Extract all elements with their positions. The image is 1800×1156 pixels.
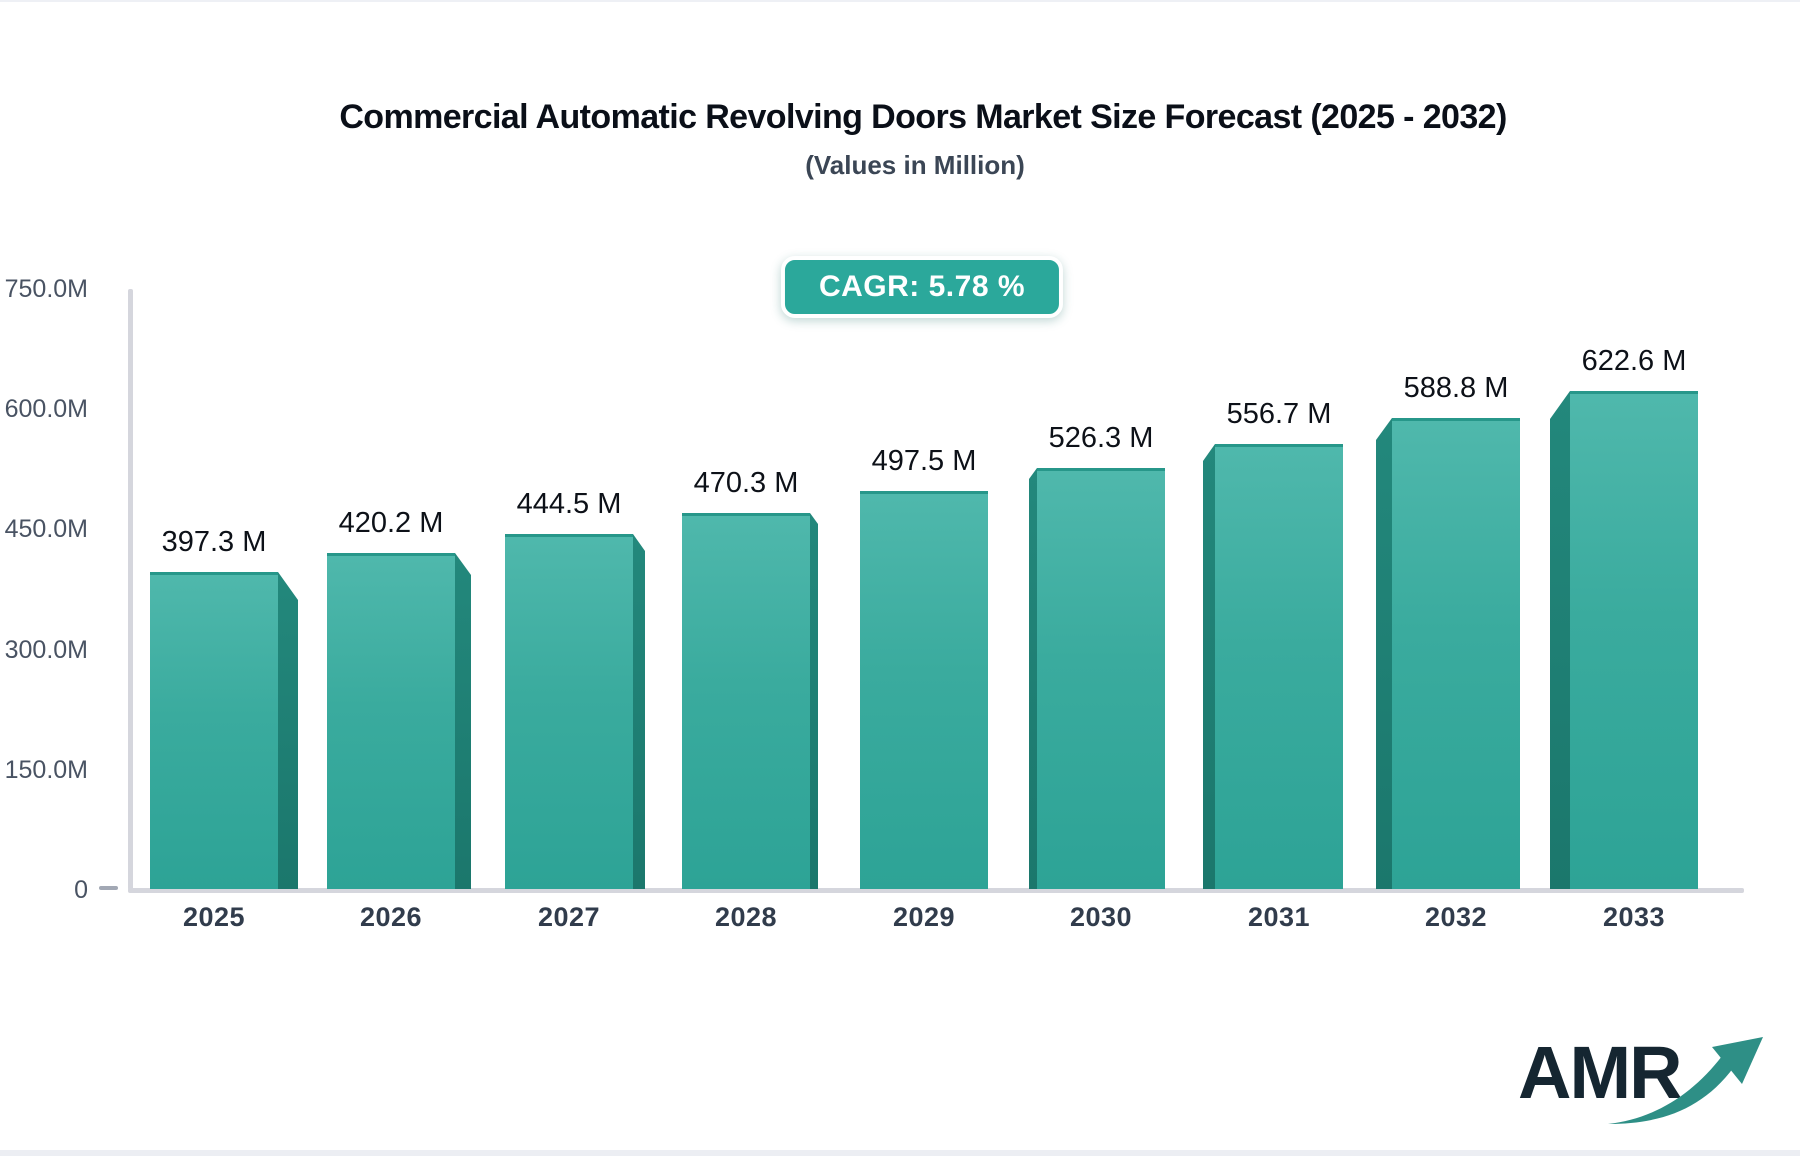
bar-2030 bbox=[1029, 468, 1165, 889]
bar-side-face bbox=[1203, 444, 1215, 889]
y-tick-label: 0 bbox=[74, 876, 88, 904]
bar-value-label: 470.3 M bbox=[693, 467, 799, 499]
x-axis-line bbox=[128, 888, 1744, 893]
y-tick-label: 450.0M bbox=[4, 515, 88, 543]
bar-side-face bbox=[1550, 391, 1570, 889]
y-tick-label: 750.0M bbox=[4, 275, 88, 303]
bar-2033 bbox=[1550, 391, 1698, 889]
bar-side-face bbox=[278, 572, 298, 889]
cagr-badge: CAGR: 5.78 % bbox=[780, 256, 1064, 318]
x-axis-label: 2025 bbox=[182, 902, 246, 932]
y-tick-label: 300.0M bbox=[4, 636, 88, 664]
y-tick-label: 150.0M bbox=[4, 756, 88, 784]
amr-logo: AMR bbox=[1516, 1020, 1780, 1138]
bar-value-label: 497.5 M bbox=[871, 445, 977, 477]
bar-side-face bbox=[455, 553, 471, 889]
bar-face bbox=[860, 491, 988, 889]
bar-value-label: 526.3 M bbox=[1048, 422, 1154, 454]
x-axis-label: 2033 bbox=[1602, 902, 1666, 932]
bar-side-face bbox=[1376, 418, 1392, 889]
bar-face bbox=[1037, 468, 1165, 889]
x-axis-label: 2031 bbox=[1247, 902, 1311, 932]
bar-face bbox=[1392, 418, 1520, 889]
amr-logo-text: AMR bbox=[1518, 1031, 1681, 1114]
bar-face bbox=[682, 513, 810, 889]
bar-value-label: 622.6 M bbox=[1581, 345, 1687, 377]
y-tick-label: 600.0M bbox=[4, 395, 88, 423]
x-axis-label: 2028 bbox=[714, 902, 778, 932]
bar-value-label: 420.2 M bbox=[338, 507, 444, 539]
bar-face bbox=[327, 553, 455, 889]
x-axis-label: 2030 bbox=[1069, 902, 1133, 932]
bar-face bbox=[150, 572, 278, 889]
x-axis-label: 2027 bbox=[537, 902, 601, 932]
x-axis-label: 2029 bbox=[892, 902, 956, 932]
bar-value-label: 588.8 M bbox=[1403, 372, 1509, 404]
chart-subtitle: (Values in Million) bbox=[805, 150, 1025, 180]
bar-side-face bbox=[810, 513, 818, 889]
bar-side-face bbox=[1029, 468, 1037, 889]
zero-tick-dash bbox=[99, 886, 118, 890]
chart-title: Commercial Automatic Revolving Doors Mar… bbox=[339, 98, 1507, 136]
bar-value-label: 397.3 M bbox=[161, 526, 267, 558]
bar-2032 bbox=[1376, 418, 1520, 889]
bar-value-label: 556.7 M bbox=[1226, 398, 1332, 430]
bar-2026 bbox=[327, 553, 471, 889]
x-axis-label: 2026 bbox=[359, 902, 423, 932]
bar-face bbox=[505, 534, 633, 889]
bar-2031 bbox=[1203, 444, 1343, 889]
bar-value-label: 444.5 M bbox=[516, 488, 622, 520]
bar-face bbox=[1215, 444, 1343, 889]
cagr-badge-label: CAGR: 5.78 % bbox=[818, 270, 1026, 303]
amr-logo-graphic: AMR bbox=[1518, 1031, 1763, 1124]
bar-2028 bbox=[682, 513, 818, 889]
bar-side-face bbox=[633, 534, 645, 889]
bar-face bbox=[1570, 391, 1698, 889]
bar-2029 bbox=[860, 491, 988, 889]
x-axis-label: 2032 bbox=[1424, 902, 1488, 932]
y-axis-line bbox=[128, 289, 133, 890]
growth-arrow-icon bbox=[1608, 1037, 1763, 1124]
bar-2025 bbox=[150, 572, 298, 889]
bar-2027 bbox=[505, 534, 645, 889]
